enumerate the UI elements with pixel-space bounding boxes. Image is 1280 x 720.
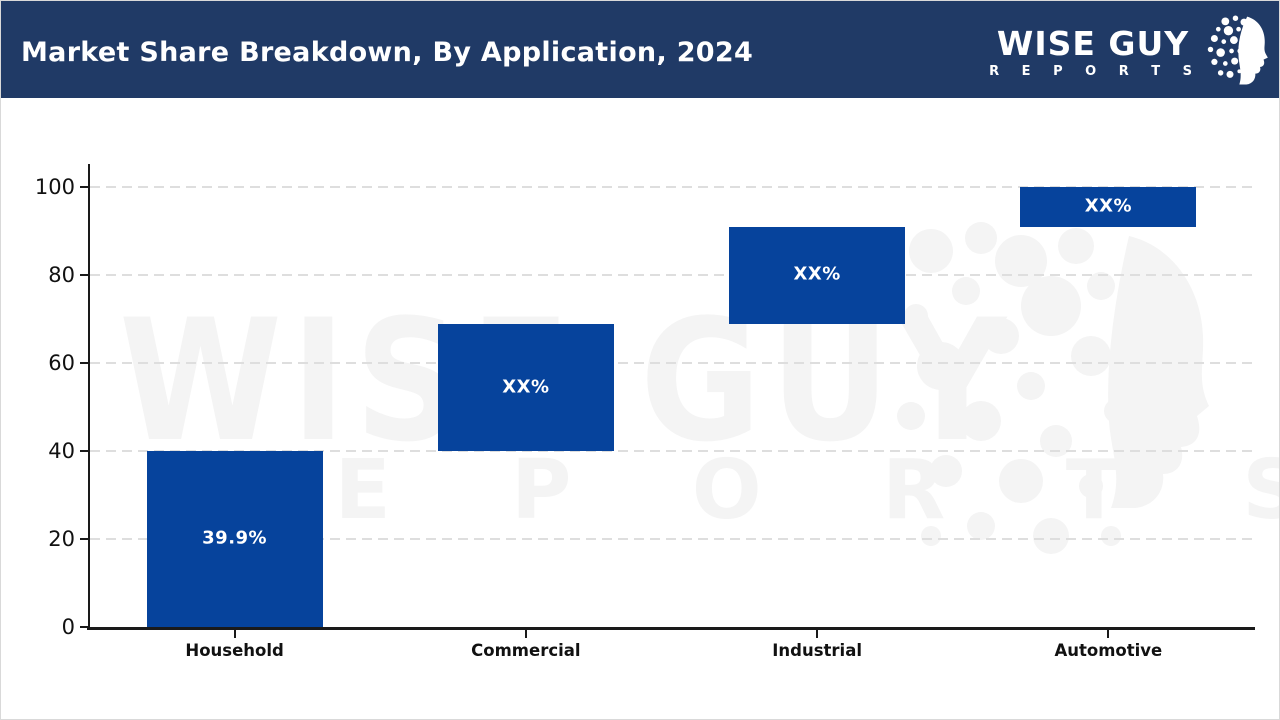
x-tick-mark bbox=[1107, 630, 1110, 638]
logo-subtext: R E P O R T S bbox=[989, 63, 1201, 79]
grid-line bbox=[90, 362, 1254, 364]
y-tick-mark bbox=[80, 362, 88, 364]
chart-title: Market Share Breakdown, By Application, … bbox=[21, 37, 754, 68]
bar-commercial: XX% bbox=[437, 323, 614, 452]
bar-value-label: 39.9% bbox=[202, 527, 268, 549]
bar-value-label: XX% bbox=[502, 376, 550, 398]
x-tick-mark bbox=[233, 630, 236, 638]
header-bar: Market Share Breakdown, By Application, … bbox=[1, 1, 1279, 98]
y-tick-label: 0 bbox=[61, 615, 75, 639]
x-tick-label-automotive: Automotive bbox=[1054, 641, 1163, 660]
x-axis-line bbox=[87, 627, 1255, 630]
grid-line bbox=[90, 274, 1254, 276]
logo-wordmark: WISE GUY bbox=[996, 24, 1190, 63]
y-tick-mark bbox=[80, 450, 88, 452]
grid-line bbox=[90, 538, 1254, 540]
y-tick-label: 80 bbox=[48, 263, 75, 287]
y-tick-label: 20 bbox=[48, 527, 75, 551]
wise-guy-reports-logo: WISE GUY R E P O R T S bbox=[989, 9, 1269, 93]
y-tick-label: 40 bbox=[48, 439, 75, 463]
grid-line bbox=[90, 450, 1254, 452]
bar-automotive: XX% bbox=[1020, 187, 1197, 228]
bar-household: 39.9% bbox=[146, 451, 323, 627]
y-tick-mark bbox=[80, 274, 88, 276]
y-tick-label: 60 bbox=[48, 351, 75, 375]
x-tick-label-household: Household bbox=[185, 641, 284, 660]
bar-industrial: XX% bbox=[729, 227, 906, 324]
y-tick-mark bbox=[80, 538, 88, 540]
logo-text: WISE GUY R E P O R T S bbox=[985, 24, 1201, 79]
y-axis-line bbox=[88, 164, 90, 629]
x-tick-label-commercial: Commercial bbox=[471, 641, 581, 660]
x-tick-mark bbox=[816, 630, 819, 638]
bar-value-label: XX% bbox=[793, 263, 841, 285]
grid-line bbox=[90, 186, 1254, 188]
watermark-head-icon bbox=[897, 222, 1209, 554]
x-tick-label-industrial: Industrial bbox=[772, 641, 862, 660]
y-tick-mark bbox=[80, 626, 88, 628]
x-tick-mark bbox=[524, 630, 527, 638]
bar-value-label: XX% bbox=[1084, 195, 1133, 217]
y-tick-mark bbox=[80, 186, 88, 188]
y-tick-label: 100 bbox=[34, 175, 75, 199]
logo-head-icon bbox=[1207, 15, 1268, 85]
